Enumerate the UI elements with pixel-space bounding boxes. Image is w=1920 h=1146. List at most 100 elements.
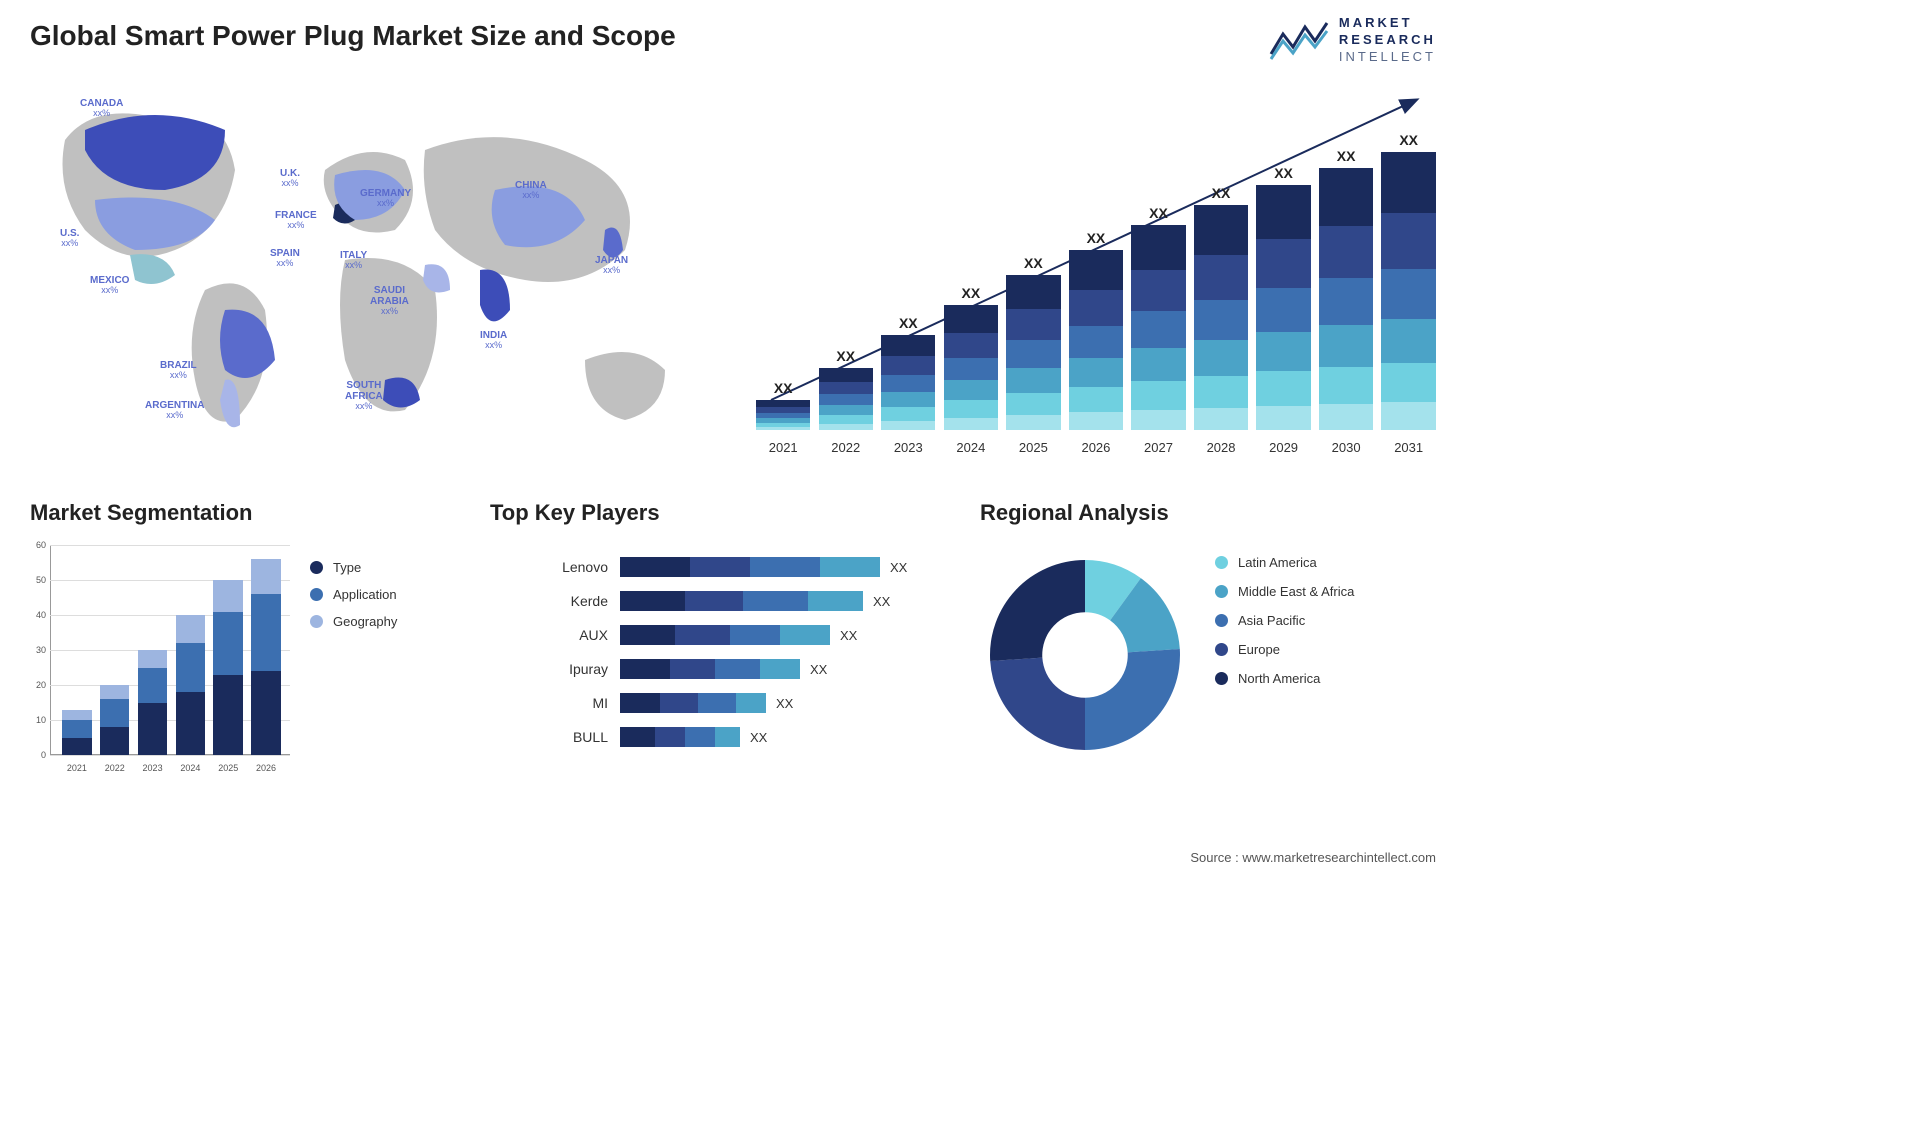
donut-slice-europe [990, 658, 1085, 750]
growth-bar-2027: XX [1131, 205, 1185, 430]
seg-bar-2023 [138, 650, 168, 755]
seg-year-label: 2022 [100, 763, 130, 773]
seg-bar-2022 [100, 685, 130, 755]
growth-year-label: 2028 [1194, 440, 1248, 455]
segmentation-section: Market Segmentation 0102030405060 202120… [30, 500, 460, 800]
player-row-kerde: Kerde XX [490, 589, 950, 613]
keyplayers-chart: Lenovo XX Kerde XX AUXXX Ipuray XX MI XX BULL XX [490, 555, 950, 759]
growth-year-label: 2025 [1006, 440, 1060, 455]
growth-bar-2021: XX [756, 380, 810, 430]
seg-bar-2024 [176, 615, 206, 755]
seg-bar-2025 [213, 580, 243, 755]
seg-year-label: 2024 [176, 763, 206, 773]
map-label-spain: SPAINxx% [270, 248, 300, 269]
player-name: Ipuray [490, 661, 620, 677]
player-row-lenovo: Lenovo XX [490, 555, 950, 579]
player-row-aux: AUXXX [490, 623, 950, 647]
donut-slice-north-america [990, 560, 1085, 661]
growth-bar-value: XX [1337, 148, 1356, 164]
seg-bar-2021 [62, 710, 92, 756]
growth-bar-value: XX [1087, 230, 1106, 246]
growth-bar-2024: XX [944, 285, 998, 430]
player-value: XX [750, 730, 767, 745]
growth-bar-2029: XX [1256, 165, 1310, 430]
map-label-u-k-: U.K.xx% [280, 168, 300, 189]
logo-icon [1269, 19, 1329, 61]
player-name: Lenovo [490, 559, 620, 575]
seg-legend-type: Type [310, 560, 397, 575]
seg-legend-geography: Geography [310, 614, 397, 629]
donut-legend-europe: Europe [1215, 642, 1354, 657]
growth-bar-2025: XX [1006, 255, 1060, 430]
growth-bar-value: XX [774, 380, 793, 396]
growth-bar-value: XX [1274, 165, 1293, 181]
map-label-mexico: MEXICOxx% [90, 275, 129, 296]
growth-bar-2028: XX [1194, 185, 1248, 430]
growth-year-label: 2024 [944, 440, 998, 455]
donut-legend-latin-america: Latin America [1215, 555, 1354, 570]
map-label-france: FRANCExx% [275, 210, 317, 231]
growth-bar-value: XX [836, 348, 855, 364]
growth-bar-value: XX [961, 285, 980, 301]
map-label-japan: JAPANxx% [595, 255, 628, 276]
growth-bar-2031: XX [1381, 132, 1435, 430]
player-value: XX [810, 662, 827, 677]
keyplayers-section: Top Key Players LenovoXXKerdeXXAUXXXIpur… [490, 500, 950, 800]
seg-year-label: 2021 [62, 763, 92, 773]
growth-year-label: 2027 [1131, 440, 1185, 455]
growth-chart: XX XX XX XX XX XX XX XX XX XX XX 2021 2022 2023 2024 2… [756, 80, 1436, 460]
growth-year-label: 2030 [1319, 440, 1373, 455]
map-label-saudi-arabia: SAUDIARABIAxx% [370, 285, 409, 317]
seg-year-label: 2026 [251, 763, 281, 773]
player-row-ipuray: Ipuray XX [490, 657, 950, 681]
player-row-mi: MI XX [490, 691, 950, 715]
logo-text: MARKET RESEARCH INTELLECT [1339, 15, 1436, 66]
brand-logo: MARKET RESEARCH INTELLECT [1269, 15, 1436, 66]
growth-bar-value: XX [1399, 132, 1418, 148]
page-title: Global Smart Power Plug Market Size and … [30, 20, 676, 52]
map-label-canada: CANADAxx% [80, 98, 123, 119]
player-name: Kerde [490, 593, 620, 609]
growth-year-label: 2026 [1069, 440, 1123, 455]
map-label-south-africa: SOUTHAFRICAxx% [345, 380, 383, 412]
player-value: XX [776, 696, 793, 711]
player-name: AUX [490, 627, 620, 643]
map-label-india: INDIAxx% [480, 330, 507, 351]
growth-bar-2026: XX [1069, 230, 1123, 430]
segmentation-chart: 0102030405060 202120222023202420252026 [30, 545, 290, 775]
growth-year-label: 2021 [756, 440, 810, 455]
growth-year-label: 2031 [1381, 440, 1435, 455]
seg-bar-2026 [251, 559, 281, 755]
growth-bar-2023: XX [881, 315, 935, 430]
seg-legend-application: Application [310, 587, 397, 602]
donut-legend-asia-pacific: Asia Pacific [1215, 613, 1354, 628]
map-label-china: CHINAxx% [515, 180, 547, 201]
map-label-germany: GERMANYxx% [360, 188, 411, 209]
player-name: BULL [490, 729, 620, 745]
regional-section: Regional Analysis Latin AmericaMiddle Ea… [980, 500, 1420, 800]
world-map: CANADAxx% U.S.xx% MEXICOxx% BRAZILxx% ARGENT… [25, 80, 705, 460]
growth-bar-value: XX [1149, 205, 1168, 221]
source-text: Source : www.marketresearchintellect.com [1190, 850, 1436, 865]
map-label-u-s-: U.S.xx% [60, 228, 79, 249]
segmentation-legend: Type Application Geography [310, 560, 397, 641]
keyplayers-title: Top Key Players [490, 500, 950, 526]
player-row-bull: BULL XX [490, 725, 950, 749]
player-name: MI [490, 695, 620, 711]
regional-legend: Latin AmericaMiddle East & AfricaAsia Pa… [1215, 555, 1354, 700]
growth-year-label: 2022 [819, 440, 873, 455]
seg-year-label: 2023 [138, 763, 168, 773]
segmentation-title: Market Segmentation [30, 500, 460, 526]
growth-bar-2022: XX [819, 348, 873, 430]
growth-year-label: 2023 [881, 440, 935, 455]
player-value: XX [890, 560, 907, 575]
regional-title: Regional Analysis [980, 500, 1420, 526]
donut-slice-asia-pacific [1085, 649, 1180, 750]
player-value: XX [873, 594, 890, 609]
map-label-brazil: BRAZILxx% [160, 360, 197, 381]
regional-donut [980, 550, 1190, 760]
growth-year-label: 2029 [1256, 440, 1310, 455]
growth-bar-value: XX [899, 315, 918, 331]
seg-year-label: 2025 [213, 763, 243, 773]
map-label-argentina: ARGENTINAxx% [145, 400, 204, 421]
